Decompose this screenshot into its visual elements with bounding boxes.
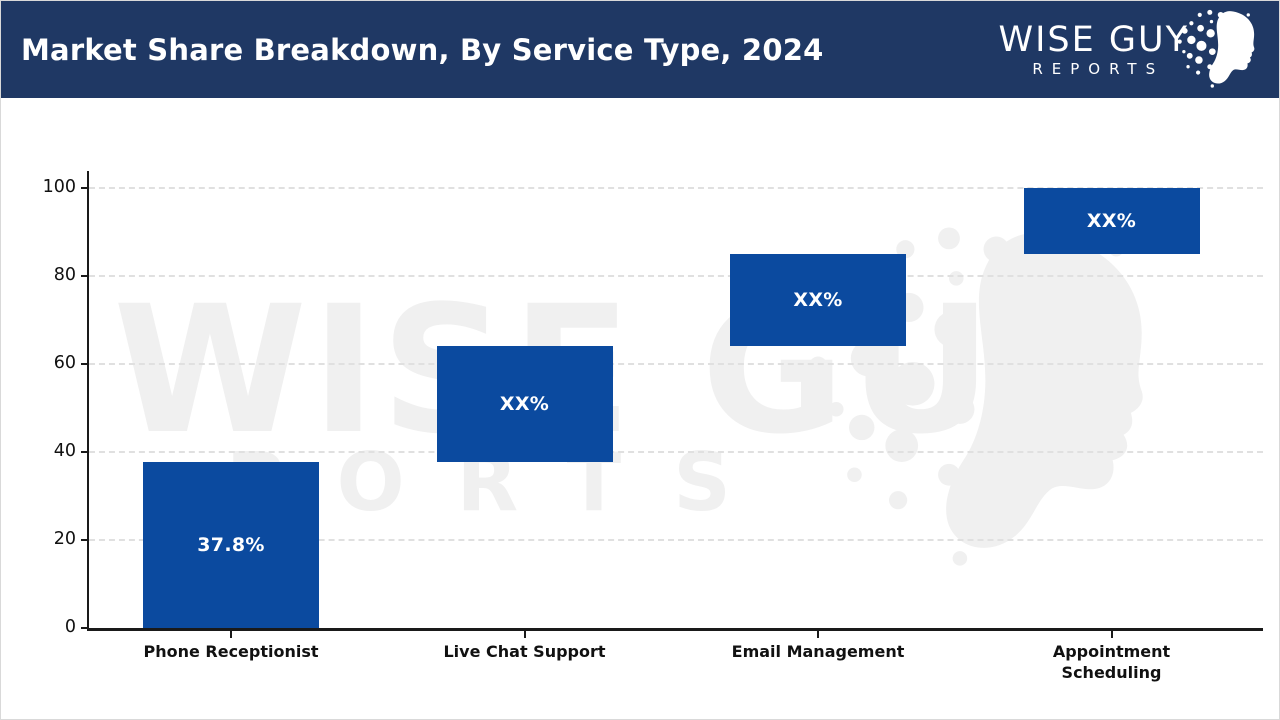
x-tick-mark <box>817 630 819 638</box>
waterfall-bar: XX% <box>436 346 613 462</box>
bar-value-label: XX% <box>499 393 550 416</box>
x-tick-mark <box>230 630 232 638</box>
y-tick-mark <box>81 451 89 453</box>
bar-value-label: XX% <box>793 289 843 312</box>
page-title: Market Share Breakdown, By Service Type,… <box>21 32 824 67</box>
y-gridline <box>89 187 1263 189</box>
wiseguy-face-icon <box>1177 9 1255 88</box>
logo-subtitle: REPORTS <box>1032 59 1165 78</box>
y-tick-label: 80 <box>53 265 76 285</box>
y-gridline <box>89 363 1263 365</box>
x-tick-mark <box>523 630 526 638</box>
waterfall-bar: 37.8% <box>143 461 319 628</box>
y-tick-label: 40 <box>53 441 76 461</box>
y-gridline <box>89 451 1263 453</box>
wiseguy-logo: WISE GUY REPORTS <box>998 8 1265 92</box>
y-tick-mark <box>81 187 89 189</box>
y-gridline <box>89 539 1263 541</box>
x-category-label: Appointment Scheduling <box>1052 642 1171 682</box>
waterfall-bar: XX% <box>1023 188 1200 254</box>
y-tick-label: 60 <box>53 353 76 373</box>
y-gridline <box>89 275 1263 277</box>
y-tick-label: 100 <box>42 177 76 197</box>
y-tick-mark <box>81 275 89 277</box>
x-category-label: Live Chat Support <box>443 642 606 661</box>
logo-text: WISE GUY REPORTS <box>998 19 1189 78</box>
bar-value-label: XX% <box>1086 210 1137 232</box>
y-tick-label: 20 <box>53 529 76 549</box>
y-axis-line <box>87 171 89 630</box>
waterfall-bar: XX% <box>730 254 906 347</box>
y-tick-label: 0 <box>64 617 76 637</box>
y-tick-mark <box>81 539 89 541</box>
y-tick-mark <box>81 627 89 629</box>
logo-wordmark: WISE GUY <box>998 19 1189 60</box>
x-tick-mark <box>1110 630 1113 638</box>
y-tick-mark <box>81 363 89 365</box>
watermark-wordmark: WISE GUY <box>113 268 1128 473</box>
x-category-label: Email Management <box>731 642 905 661</box>
bar-value-label: 37.8% <box>197 533 265 556</box>
x-axis-line <box>87 628 1263 631</box>
header: Market Share Breakdown, By Service Type,… <box>1 1 1279 98</box>
x-category-label: Phone Receptionist <box>143 642 319 661</box>
